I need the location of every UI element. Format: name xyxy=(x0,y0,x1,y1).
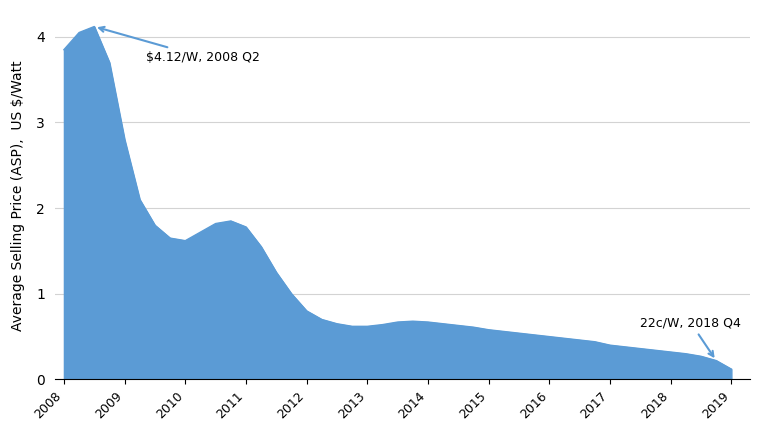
Y-axis label: Average Selling Price (ASP),  US $/Watt: Average Selling Price (ASP), US $/Watt xyxy=(11,60,25,330)
Text: 22c/W, 2018 Q4: 22c/W, 2018 Q4 xyxy=(641,316,741,356)
Text: $4.12/W, 2008 Q2: $4.12/W, 2008 Q2 xyxy=(99,27,260,64)
